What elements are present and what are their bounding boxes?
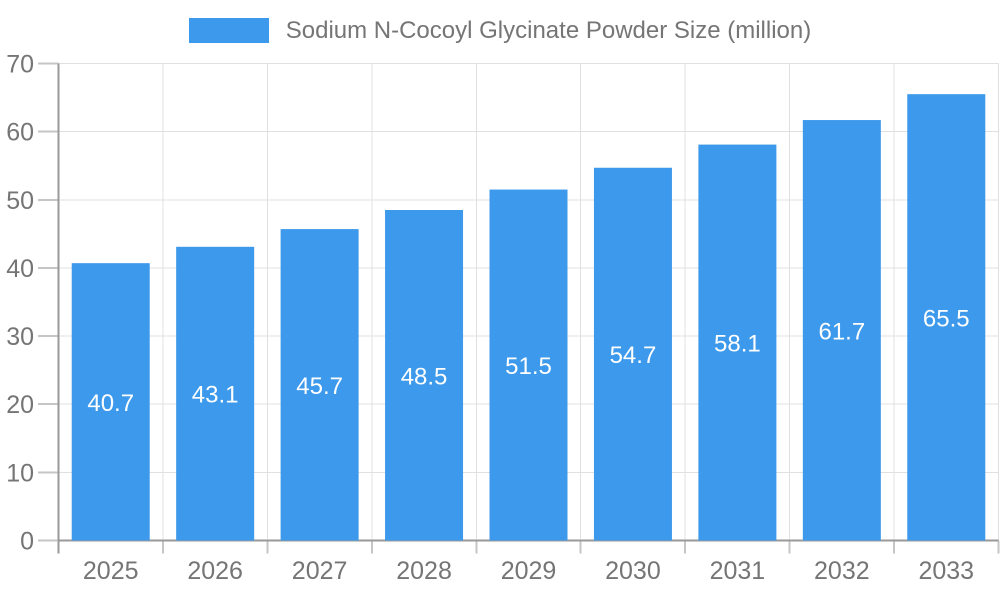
- bar-2029[interactable]: [489, 189, 568, 541]
- x-tick-label: 2026: [187, 557, 243, 585]
- y-tick-label: 10: [6, 459, 34, 487]
- y-tick-label: 20: [6, 391, 34, 419]
- bar-2032[interactable]: [802, 120, 881, 541]
- bar-value-label: 43.1: [192, 382, 239, 409]
- bar-2028[interactable]: [385, 210, 464, 541]
- bar-2033[interactable]: [907, 94, 986, 541]
- bar-value-label: 61.7: [818, 318, 865, 345]
- bar-value-label: 65.5: [923, 305, 970, 332]
- legend[interactable]: Sodium N-Cocoyl Glycinate Powder Size (m…: [0, 18, 1000, 43]
- bar-value-label: 51.5: [505, 353, 552, 380]
- y-tick-label: 50: [6, 187, 34, 215]
- bar-value-label: 48.5: [401, 363, 448, 390]
- x-tick-label: 2031: [710, 557, 766, 585]
- bar-value-label: 40.7: [87, 390, 134, 417]
- bar-2030[interactable]: [593, 167, 672, 541]
- y-tick-label: 30: [6, 323, 34, 351]
- x-tick-label: 2027: [292, 557, 348, 585]
- bar-2031[interactable]: [698, 144, 777, 541]
- x-tick-label: 2030: [605, 557, 661, 585]
- bar-2026[interactable]: [176, 246, 255, 541]
- bar-value-label: 58.1: [714, 331, 761, 358]
- x-tick-label: 2029: [501, 557, 557, 585]
- y-tick-label: 0: [20, 528, 34, 556]
- bar-value-label: 45.7: [296, 373, 343, 400]
- legend-swatch: [188, 18, 269, 43]
- x-tick-label: 2025: [83, 557, 139, 585]
- bars-series: 40.7 43.1 45.7 48.5 51.5 54.7 58.1 61.7 65.5: [71, 94, 986, 541]
- y-tick-label: 60: [6, 119, 34, 147]
- legend-label: Sodium N-Cocoyl Glycinate Powder Size (m…: [285, 17, 812, 44]
- x-tick-label: 2028: [396, 557, 452, 585]
- y-tick-label: 70: [6, 51, 34, 79]
- bar-2027[interactable]: [280, 229, 359, 541]
- y-tick-label: 40: [6, 255, 34, 283]
- x-tick-label: 2033: [918, 557, 974, 585]
- bar-value-label: 54.7: [610, 342, 657, 369]
- bar-2025[interactable]: [71, 263, 150, 541]
- x-tick-label: 2032: [814, 557, 870, 585]
